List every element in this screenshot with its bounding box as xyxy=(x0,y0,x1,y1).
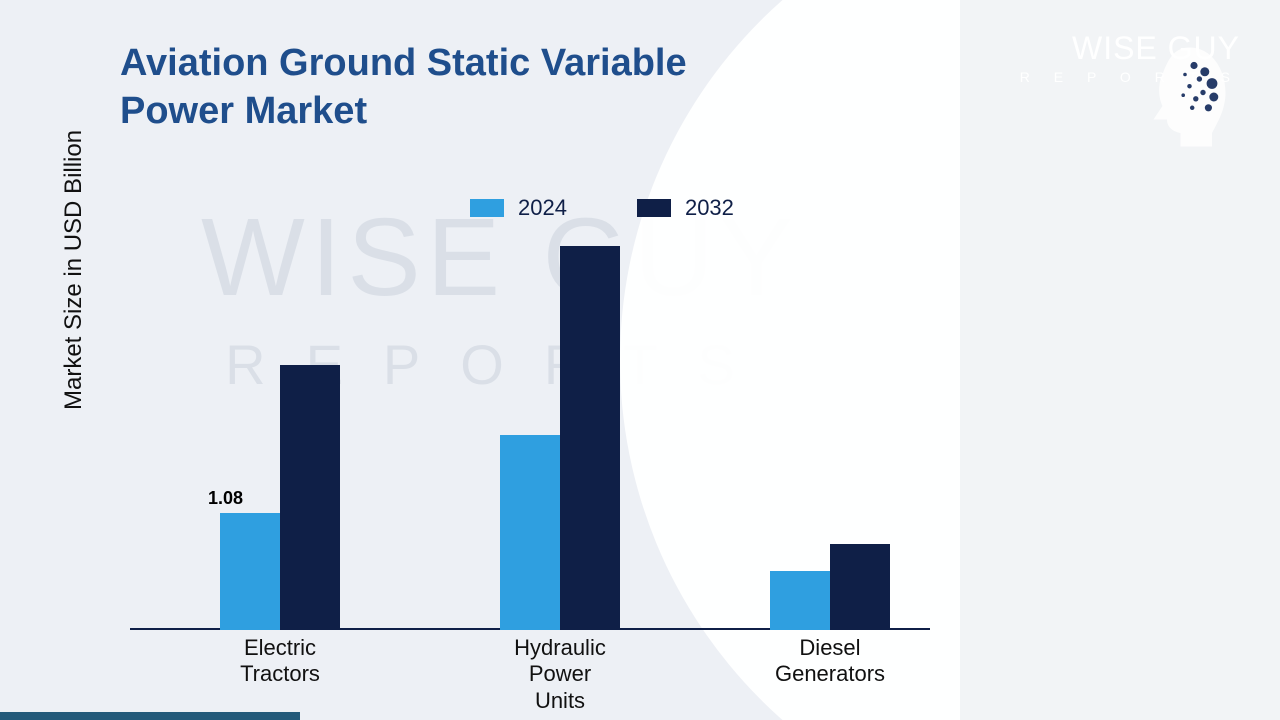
legend-swatch xyxy=(637,199,671,217)
bottom-accent-bar xyxy=(0,712,300,720)
chart-title: Aviation Ground Static Variable Power Ma… xyxy=(120,40,770,135)
brain-head-icon xyxy=(1140,42,1230,152)
legend-swatch xyxy=(470,199,504,217)
legend-label: 2032 xyxy=(685,195,734,221)
brand-logo: WISE GUY R E P O R T S xyxy=(1020,30,1240,85)
bar xyxy=(560,246,620,630)
category-label: ElectricTractors xyxy=(200,635,360,688)
legend: 2024 2032 xyxy=(470,195,734,221)
bar xyxy=(830,544,890,630)
legend-item: 2032 xyxy=(637,195,734,221)
bar-group xyxy=(480,246,640,630)
category-label: HydraulicPowerUnits xyxy=(480,635,640,714)
bar xyxy=(770,571,830,630)
bar xyxy=(220,513,280,630)
legend-item: 2024 xyxy=(470,195,567,221)
plot-area: 1.08ElectricTractorsHydraulicPowerUnitsD… xyxy=(130,230,930,630)
bar xyxy=(500,435,560,630)
right-sidebar xyxy=(960,0,1280,720)
canvas: WISE GUY REPORTS Aviation Ground Static … xyxy=(0,0,1280,720)
bar-group: 1.08 xyxy=(200,365,360,630)
bar xyxy=(280,365,340,630)
y-axis-label: Market Size in USD Billion xyxy=(60,130,88,410)
category-label: DieselGenerators xyxy=(750,635,910,688)
bar-value-label: 1.08 xyxy=(208,488,243,509)
bar-group xyxy=(750,544,910,630)
legend-label: 2024 xyxy=(518,195,567,221)
